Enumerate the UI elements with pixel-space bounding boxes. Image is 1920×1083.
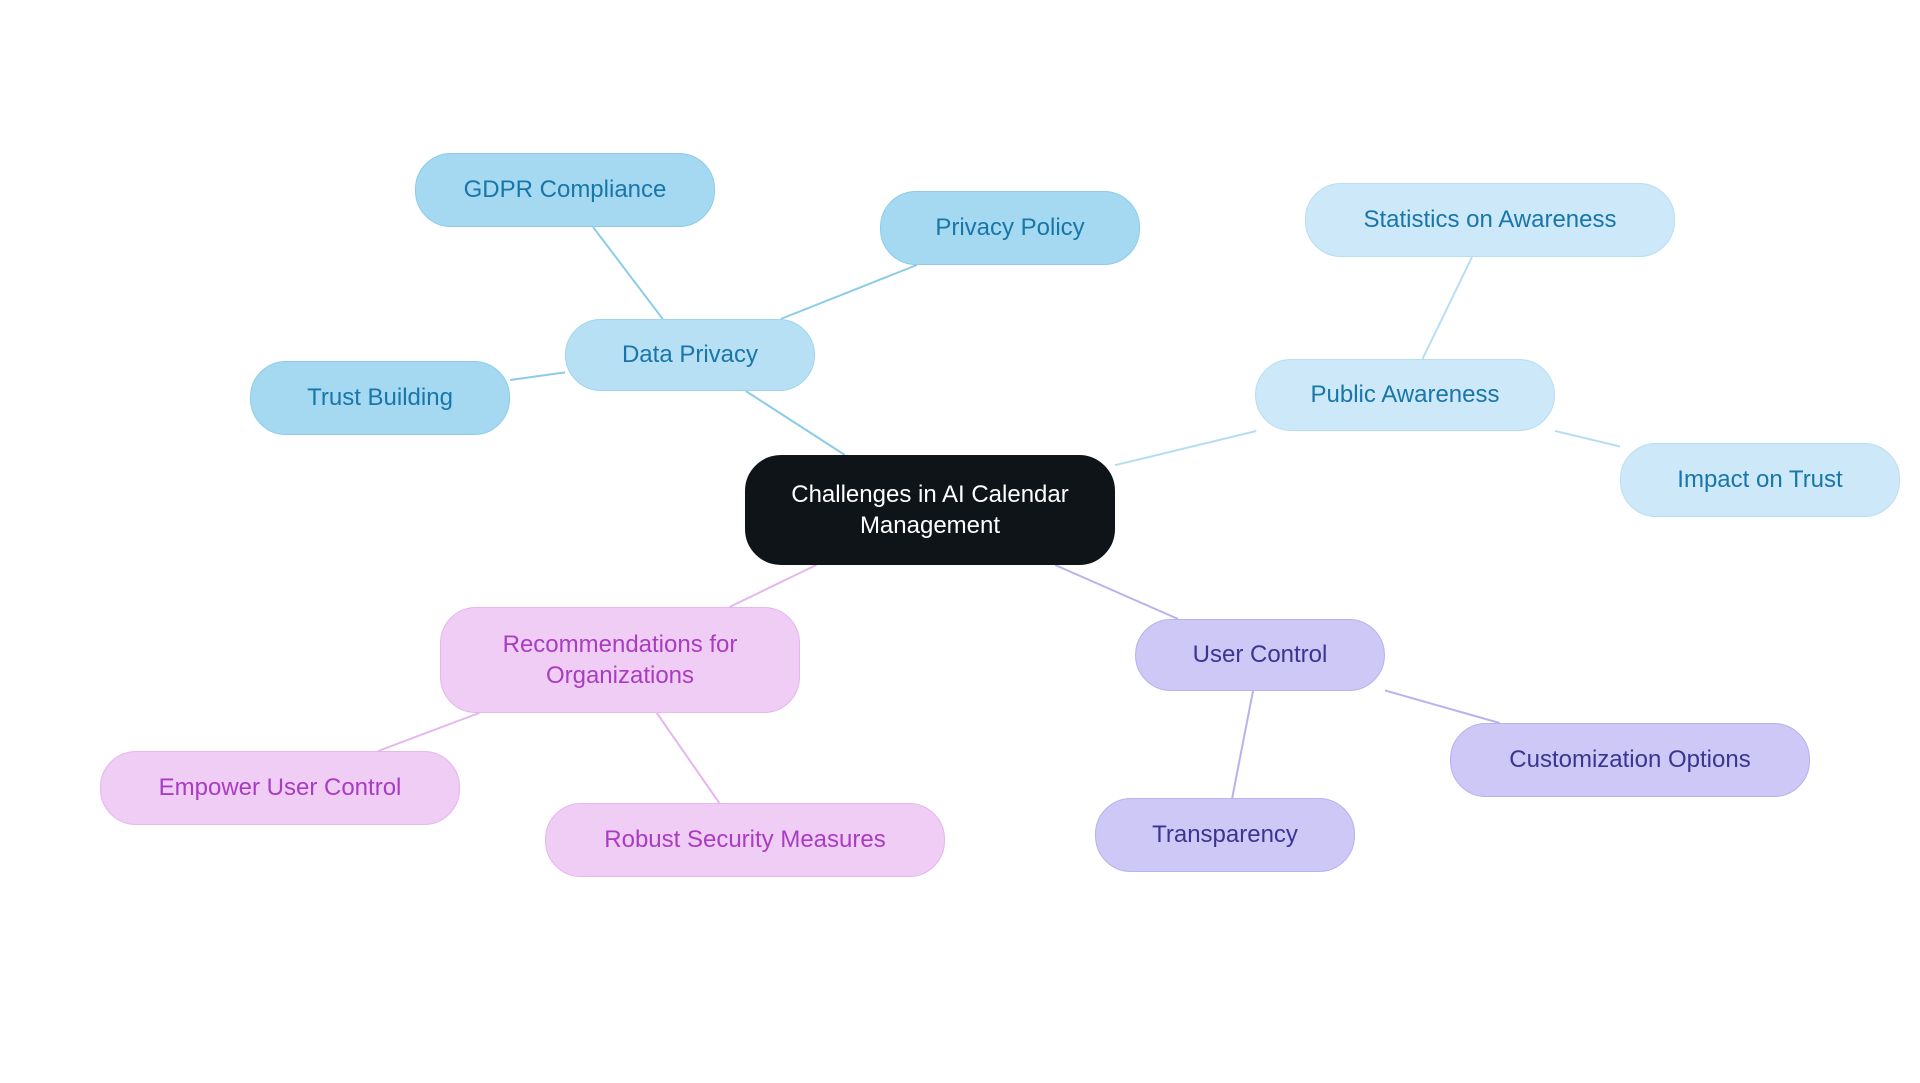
node-label: GDPR Compliance — [464, 174, 667, 205]
node-robust: Robust Security Measures — [545, 803, 945, 877]
node-label: Public Awareness — [1311, 379, 1500, 410]
node-recommendations: Recommendations for Organizations — [440, 607, 800, 713]
node-label: Transparency — [1152, 819, 1298, 850]
node-label: Impact on Trust — [1677, 464, 1842, 495]
mindmap-canvas: Challenges in AI Calendar Management Data… — [0, 0, 1920, 1083]
node-empower: Empower User Control — [100, 751, 460, 825]
node-label: Trust Building — [307, 382, 453, 413]
node-transparency: Transparency — [1095, 798, 1355, 872]
node-gdpr: GDPR Compliance — [415, 153, 715, 227]
node-label: Challenges in AI Calendar Management — [791, 479, 1069, 541]
node-privacy_policy: Privacy Policy — [880, 191, 1140, 265]
node-label: User Control — [1193, 639, 1328, 670]
node-impact_trust: Impact on Trust — [1620, 443, 1900, 517]
node-label: Privacy Policy — [935, 212, 1084, 243]
node-customization: Customization Options — [1450, 723, 1810, 797]
node-trust_building: Trust Building — [250, 361, 510, 435]
node-center: Challenges in AI Calendar Management — [745, 455, 1115, 565]
node-label: Customization Options — [1509, 744, 1750, 775]
node-label: Robust Security Measures — [604, 824, 885, 855]
node-label: Statistics on Awareness — [1363, 204, 1616, 235]
node-label: Empower User Control — [159, 772, 402, 803]
node-label: Data Privacy — [622, 339, 758, 370]
node-statistics: Statistics on Awareness — [1305, 183, 1675, 257]
node-label: Recommendations for Organizations — [503, 629, 738, 691]
node-user_control: User Control — [1135, 619, 1385, 691]
node-public_awareness: Public Awareness — [1255, 359, 1555, 431]
node-data_privacy: Data Privacy — [565, 319, 815, 391]
